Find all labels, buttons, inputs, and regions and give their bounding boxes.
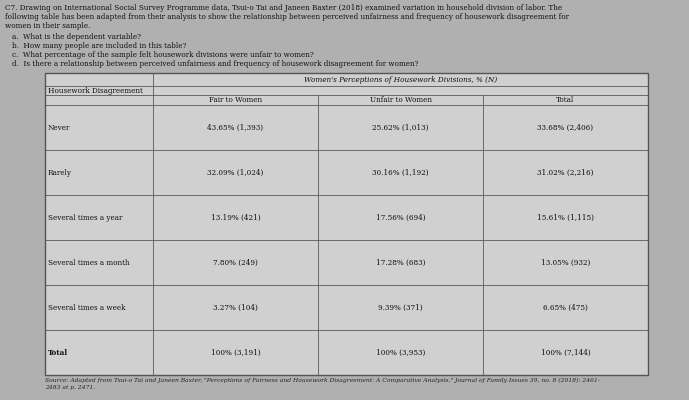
Bar [45, 195, 153, 240]
Bar [45, 240, 153, 285]
Text: women in their sample.: women in their sample. [5, 22, 90, 30]
Text: 100% (3,953): 100% (3,953) [376, 348, 425, 356]
Bar [318, 240, 483, 285]
Text: 32.09% (1,024): 32.09% (1,024) [207, 169, 264, 177]
Bar [318, 195, 483, 240]
Bar [483, 105, 648, 150]
Text: 17.56% (694): 17.56% (694) [376, 214, 425, 222]
Bar [318, 95, 483, 105]
Bar [45, 73, 153, 86]
Bar [318, 285, 483, 330]
Bar [153, 330, 318, 375]
Text: 43.65% (1,393): 43.65% (1,393) [207, 124, 264, 132]
Bar [483, 330, 648, 375]
Text: d.  Is there a relationship between perceived unfairness and frequency of housew: d. Is there a relationship between perce… [12, 60, 418, 68]
Bar [483, 95, 648, 105]
Text: 6.65% (475): 6.65% (475) [543, 304, 588, 312]
Text: 2483 at p. 2471.: 2483 at p. 2471. [45, 386, 95, 390]
Text: 13.19% (421): 13.19% (421) [211, 214, 260, 222]
Text: 7.80% (249): 7.80% (249) [213, 259, 258, 267]
Bar [153, 73, 648, 86]
Text: 25.62% (1,013): 25.62% (1,013) [372, 124, 429, 132]
Bar [45, 86, 153, 95]
Text: 13.05% (932): 13.05% (932) [541, 259, 590, 267]
Bar [318, 105, 483, 150]
Text: 9.39% (371): 9.39% (371) [378, 304, 423, 312]
Text: a.  What is the dependent variable?: a. What is the dependent variable? [12, 32, 141, 40]
Text: Women's Perceptions of Housework Divisions, % (N): Women's Perceptions of Housework Divisio… [304, 76, 497, 84]
Text: c.  What percentage of the sample felt housework divisions were unfair to women?: c. What percentage of the sample felt ho… [12, 51, 313, 59]
Text: Source: Adapted from Tsui-o Tai and Janeen Baxter, "Perceptions of Fairness and : Source: Adapted from Tsui-o Tai and Jane… [45, 378, 600, 383]
Text: Unfair to Women: Unfair to Women [369, 96, 431, 104]
Bar [153, 150, 318, 195]
Text: Rarely: Rarely [48, 169, 72, 177]
Bar [318, 330, 483, 375]
Text: 17.28% (683): 17.28% (683) [376, 259, 425, 267]
Text: 33.68% (2,406): 33.68% (2,406) [537, 124, 593, 132]
Bar [153, 105, 318, 150]
Text: b.  How many people are included in this table?: b. How many people are included in this … [12, 42, 187, 50]
Bar [153, 86, 648, 95]
Bar [45, 95, 153, 105]
Text: 100% (3,191): 100% (3,191) [211, 348, 260, 356]
Text: Housework Disagreement: Housework Disagreement [48, 87, 143, 95]
Text: Several times a month: Several times a month [48, 259, 130, 267]
Text: C7. Drawing on International Social Survey Programme data, Tsui-o Tai and Janeen: C7. Drawing on International Social Surv… [5, 4, 562, 12]
Bar [153, 195, 318, 240]
Bar [45, 105, 153, 150]
Text: Several times a week: Several times a week [48, 304, 125, 312]
Bar [45, 330, 153, 375]
Text: 30.16% (1,192): 30.16% (1,192) [372, 169, 429, 177]
Text: Fair to Women: Fair to Women [209, 96, 262, 104]
Text: 15.61% (1,115): 15.61% (1,115) [537, 214, 594, 222]
Bar [318, 150, 483, 195]
Text: Total: Total [48, 348, 68, 356]
Bar [483, 240, 648, 285]
Text: 3.27% (104): 3.27% (104) [213, 304, 258, 312]
Text: 31.02% (2,216): 31.02% (2,216) [537, 169, 594, 177]
Bar [45, 285, 153, 330]
Text: following table has been adapted from their analysis to show the relationship be: following table has been adapted from th… [5, 13, 569, 21]
Bar [45, 73, 648, 375]
Text: 100% (7,144): 100% (7,144) [541, 348, 590, 356]
Text: Several times a year: Several times a year [48, 214, 123, 222]
Bar [153, 285, 318, 330]
Bar [483, 195, 648, 240]
Text: Total: Total [557, 96, 575, 104]
Bar [153, 240, 318, 285]
Bar [483, 285, 648, 330]
Bar [153, 95, 318, 105]
Bar [45, 150, 153, 195]
Bar [483, 150, 648, 195]
Text: Never: Never [48, 124, 70, 132]
